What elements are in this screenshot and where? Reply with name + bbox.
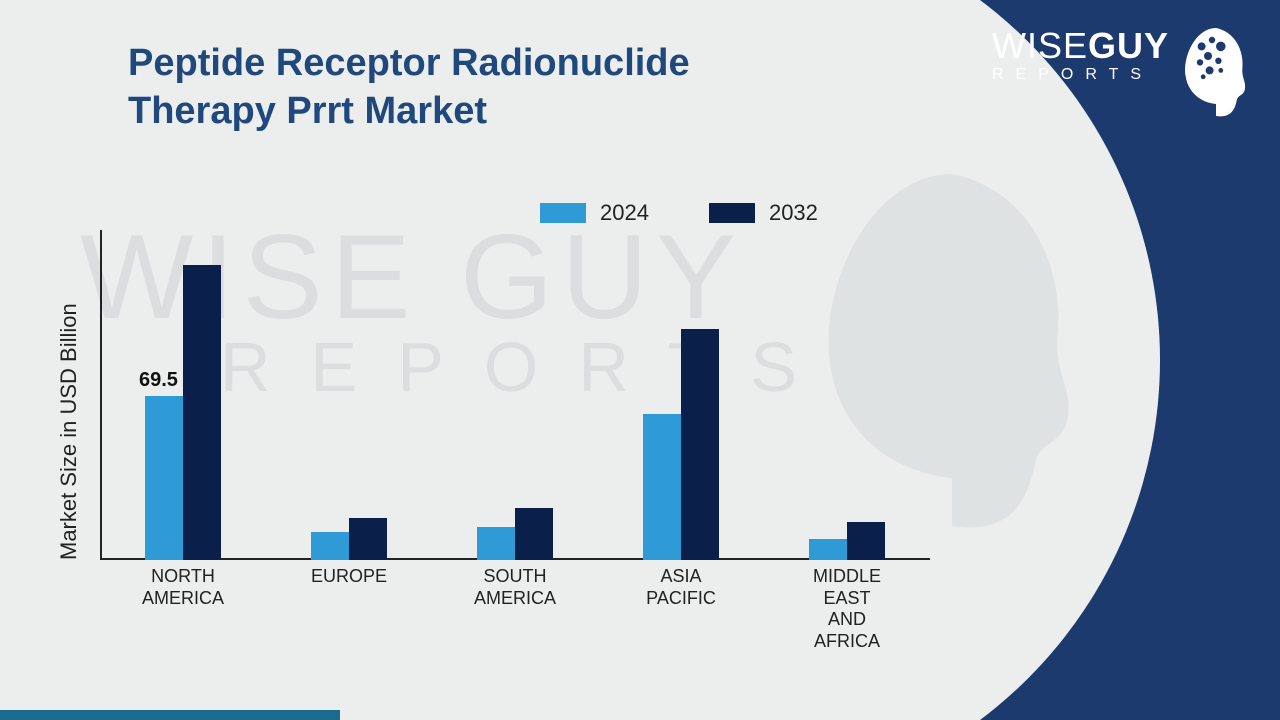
bar-2032 [681, 329, 719, 560]
legend-item-2032: 2032 [709, 200, 818, 226]
x-tick-label: ASIAPACIFIC [616, 566, 746, 609]
legend: 2024 2032 [540, 200, 818, 226]
chart-card: WISE GUY REPORTS WISEGUY REPORTS Peptide… [0, 0, 1280, 720]
y-axis-label: Market Size in USD Billion [56, 303, 82, 560]
bar-group [643, 329, 719, 560]
x-tick-label: NORTHAMERICA [118, 566, 248, 609]
legend-label-2024: 2024 [600, 200, 649, 226]
bar-2032 [847, 522, 885, 560]
bottom-accent-bar [0, 710, 340, 720]
x-tick-label: EUROPE [284, 566, 414, 588]
bar-group [311, 518, 387, 560]
chart-title: Peptide Receptor Radionuclide Therapy Pr… [128, 40, 768, 135]
y-axis-line [100, 230, 102, 560]
bar-2024 [643, 414, 681, 560]
legend-label-2032: 2032 [769, 200, 818, 226]
bar-2032 [349, 518, 387, 560]
logo-head-icon [1168, 22, 1248, 122]
bar-group [809, 522, 885, 560]
brand-logo: WISEGUY REPORTS [992, 28, 1242, 138]
bar-2024 [145, 396, 183, 560]
legend-item-2024: 2024 [540, 200, 649, 226]
bar-group [477, 508, 553, 560]
bar-2024 [809, 539, 847, 560]
bar-value-label: 69.5 [139, 369, 178, 392]
x-tick-label: SOUTHAMERICA [450, 566, 580, 609]
logo-word-guy: GUY [1088, 25, 1169, 66]
bar-2024 [311, 532, 349, 560]
plot-area: 69.5 [100, 230, 930, 560]
bar-2032 [183, 265, 221, 560]
legend-swatch-2024 [540, 203, 586, 223]
bar-2032 [515, 508, 553, 560]
logo-word-wise: WISE [992, 25, 1088, 66]
bar-2024 [477, 527, 515, 560]
bar-group [145, 265, 221, 560]
legend-swatch-2032 [709, 203, 755, 223]
x-tick-label: MIDDLEEASTANDAFRICA [782, 566, 912, 652]
